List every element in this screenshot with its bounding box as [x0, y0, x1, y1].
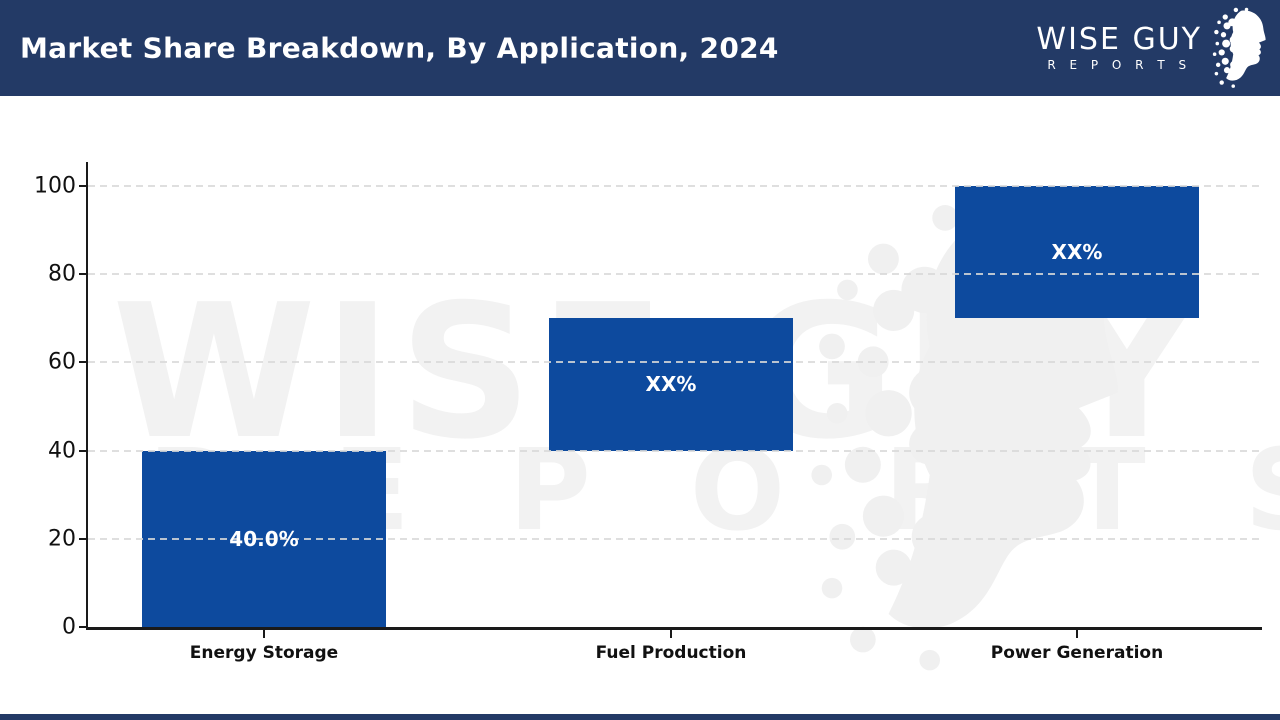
gridline [88, 273, 1262, 276]
x-tick-mark [263, 630, 265, 638]
face-dots-icon [1212, 7, 1266, 88]
y-tick-label: 80 [48, 261, 76, 287]
bar-value-label: XX% [645, 372, 697, 397]
x-category-label: Energy Storage [189, 643, 339, 663]
wise-guy-logo: WISE GUY R E P O R T S [1036, 6, 1266, 90]
y-tick-mark [79, 449, 88, 452]
y-tick-mark [79, 361, 88, 364]
x-tick-mark [1076, 630, 1078, 638]
header-bar: Market Share Breakdown, By Application, … [0, 0, 1280, 96]
y-tick-mark [79, 537, 88, 540]
y-tick-mark [79, 273, 88, 276]
y-tick-label: 60 [48, 349, 76, 375]
gridline [88, 537, 1262, 540]
logo-brand-subtitle: R E P O R T S [1047, 57, 1192, 72]
page-title: Market Share Breakdown, By Application, … [20, 31, 779, 65]
gridline [88, 361, 1262, 364]
bar [549, 318, 793, 451]
x-category-label: Power Generation [990, 643, 1164, 663]
gridline [88, 449, 1262, 452]
bar-value-label: 40.0% [229, 526, 299, 551]
y-tick-mark [79, 626, 88, 628]
logo-brand-name: WISE GUY [1036, 22, 1202, 58]
y-tick-label: 40 [48, 438, 76, 464]
y-tick-label: 20 [48, 526, 76, 552]
x-category-label: Fuel Production [595, 643, 747, 663]
y-axis-line [86, 162, 88, 629]
gridline [88, 185, 1262, 187]
x-tick-mark [670, 630, 672, 638]
x-axis-line [86, 627, 1262, 630]
y-tick-mark [79, 185, 88, 187]
logo-text: WISE GUY R E P O R T S [1036, 24, 1202, 72]
y-tick-label: 100 [34, 173, 76, 199]
plot-area: WISE GUY R E P O R T S 0 20 40 60 80 100 40.0%… [0, 96, 1280, 714]
bar-value-label: XX% [1051, 240, 1103, 265]
y-tick-label: 0 [62, 614, 76, 640]
footer-bar [0, 714, 1280, 720]
